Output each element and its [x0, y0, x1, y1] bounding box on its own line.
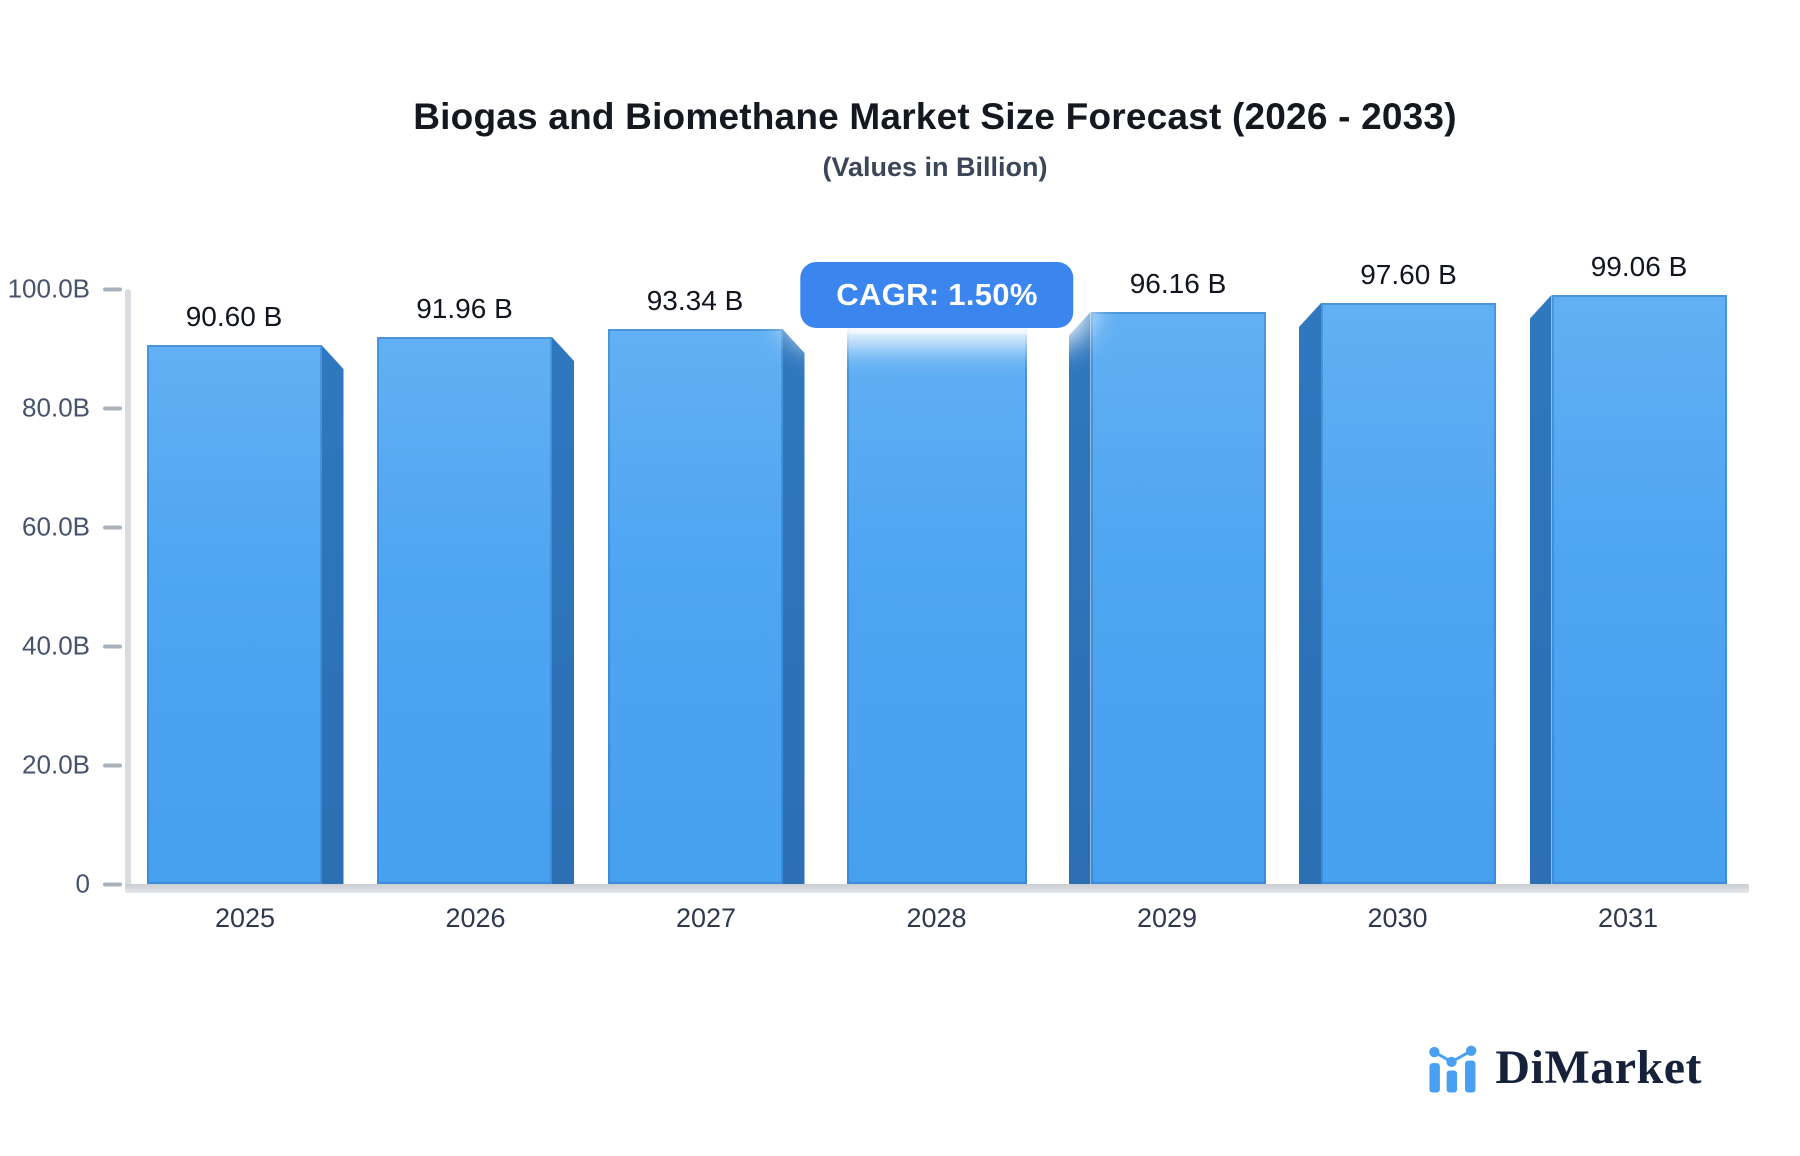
x-tick-label-2025: 2025 — [214, 903, 276, 933]
brand-logo: DiMarket — [1427, 1040, 1702, 1095]
y-tick-mark — [103, 882, 122, 886]
y-tick: 60.0B — [0, 512, 122, 543]
y-tick-mark — [103, 406, 122, 410]
x-tick-label-2030: 2030 — [1367, 903, 1428, 933]
x-tick-label-2031: 2031 — [1597, 903, 1659, 933]
chart-title: Biogas and Biomethane Market Size Foreca… — [413, 96, 1457, 137]
bar-face — [146, 345, 322, 884]
bar-3d-edge — [321, 345, 344, 884]
bar-3d-edge — [1068, 312, 1091, 884]
cagr-badge-label: CAGR: 1.50% — [836, 277, 1038, 312]
y-tick-mark — [103, 525, 122, 529]
bar-value-label: 99.06 B — [1590, 251, 1688, 282]
bar-2031[interactable]: 99.06 B — [1529, 235, 1727, 884]
bar-face — [1321, 303, 1496, 884]
bar-2028[interactable] — [838, 260, 1035, 884]
bar-value-label: 93.34 B — [646, 285, 744, 316]
y-tick-label: 80.0B — [22, 392, 90, 423]
bar-value-label: 97.60 B — [1360, 259, 1457, 290]
bar-value-label: 91.96 B — [416, 293, 513, 324]
x-tick-label-2028: 2028 — [906, 903, 967, 933]
x-tick-label-2026: 2026 — [445, 903, 506, 933]
y-tick-mark — [103, 287, 122, 291]
x-tick-label-2029: 2029 — [1136, 903, 1198, 933]
y-tick: 40.0B — [0, 631, 122, 662]
bar-face — [607, 329, 783, 884]
y-tick-mark — [103, 644, 122, 648]
y-tick-label: 40.0B — [22, 630, 90, 661]
chart-header: Biogas and Biomethane Market Size Foreca… — [130, 96, 1740, 183]
bar-3d-edge — [1529, 295, 1552, 884]
bar-3d-edge — [552, 337, 574, 884]
bar-face — [1551, 295, 1727, 884]
bar-2027[interactable]: 93.34 B — [607, 269, 805, 884]
y-tick-label: 60.0B — [22, 511, 90, 542]
bar-value-label: 96.16 B — [1129, 268, 1227, 299]
bar-face — [846, 320, 1027, 884]
bar-2025[interactable]: 90.60 B — [146, 285, 344, 884]
dimarket-logo-icon — [1429, 1045, 1477, 1093]
cagr-badge: CAGR: 1.50% — [800, 262, 1074, 328]
bar-face — [377, 337, 552, 884]
bar-3d-edge — [1299, 303, 1321, 884]
bar-value-label: 90.60 B — [185, 301, 283, 332]
y-tick-mark — [103, 763, 122, 767]
y-tick-label: 20.0B — [22, 749, 90, 780]
y-tick-label: 0 — [75, 868, 90, 899]
x-axis-line — [125, 884, 1749, 893]
chart-subtitle: (Values in Billion) — [822, 152, 1048, 182]
bar-2030[interactable]: 97.60 B — [1299, 243, 1496, 884]
bar-2029[interactable]: 96.16 B — [1068, 252, 1266, 884]
bar-face — [1090, 312, 1266, 884]
y-tick: 0 — [0, 869, 122, 900]
brand-name: DiMarket — [1495, 1041, 1702, 1094]
y-tick: 100.0B — [0, 274, 122, 305]
y-tick-label: 100.0B — [7, 273, 90, 304]
bar-3d-edge — [782, 329, 805, 884]
y-axis-line — [125, 289, 131, 890]
x-tick-label-2027: 2027 — [675, 903, 737, 933]
bar-2026[interactable]: 91.96 B — [377, 277, 574, 884]
y-tick: 20.0B — [0, 750, 122, 781]
y-tick: 80.0B — [0, 393, 122, 424]
